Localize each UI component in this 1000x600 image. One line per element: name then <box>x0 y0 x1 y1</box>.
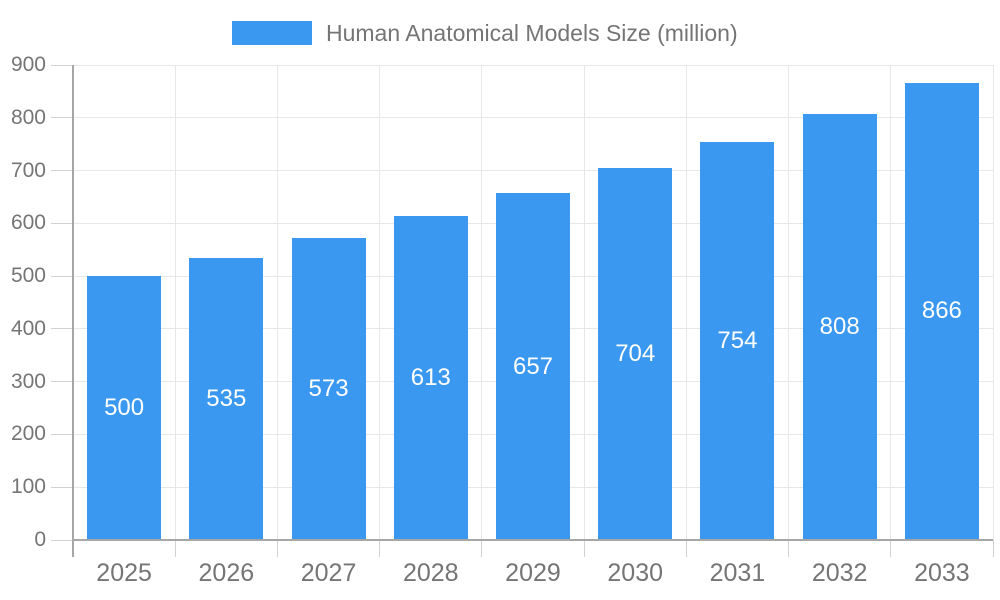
y-tick-400 <box>51 328 73 330</box>
bar-2025[interactable] <box>87 276 162 540</box>
x-tick-6 <box>685 540 687 557</box>
x-axis-label-2028: 2028 <box>402 559 459 587</box>
bar-value-label-2030: 704 <box>615 340 656 368</box>
x-axis-label-2026: 2026 <box>198 559 255 587</box>
gridline-x-2 <box>276 65 278 540</box>
bar-2029[interactable] <box>496 193 570 540</box>
x-axis-label-2025: 2025 <box>96 559 152 587</box>
y-axis-label-0: 0 <box>34 528 46 551</box>
y-axis-label-400: 400 <box>10 316 46 340</box>
x-axis-label-2029: 2029 <box>505 559 561 587</box>
x-tick-2 <box>276 540 278 557</box>
bar-value-label-2033: 866 <box>921 297 962 325</box>
bar-value-label-2027: 573 <box>308 374 349 402</box>
y-tick-100 <box>51 486 73 488</box>
y-tick-800 <box>51 117 73 119</box>
bar-value-label-2032: 808 <box>819 312 860 340</box>
y-axis-label-500: 500 <box>10 264 46 288</box>
x-tick-8 <box>890 540 892 557</box>
x-axis-label-2030: 2030 <box>607 559 664 587</box>
gridline-x-4 <box>481 65 483 540</box>
y-tick-500 <box>51 275 73 277</box>
gridline-x-8 <box>890 65 892 540</box>
y-tick-600 <box>51 222 73 224</box>
y-axis-label-600: 600 <box>10 211 46 235</box>
gridline-x-1 <box>174 65 176 540</box>
gridline-y-800 <box>73 117 993 119</box>
bar-value-label-2025: 500 <box>104 394 145 422</box>
y-axis-label-900: 900 <box>10 53 46 76</box>
gridline-y-900 <box>73 64 993 66</box>
y-tick-700 <box>51 170 73 172</box>
x-axis-label-2033: 2033 <box>914 559 970 587</box>
bar-value-label-2028: 613 <box>410 364 451 392</box>
bar-2030[interactable] <box>598 168 673 540</box>
bar-value-label-2031: 754 <box>717 327 758 355</box>
y-axis-label-200: 200 <box>10 422 46 446</box>
bar-2026[interactable] <box>189 257 264 540</box>
legend-label: Human Anatomical Models Size (million) <box>326 20 738 46</box>
y-tick-900 <box>51 64 73 66</box>
y-axis-label-100: 100 <box>10 475 46 499</box>
bar-2031[interactable] <box>700 142 775 540</box>
gridline-y-700 <box>73 170 993 172</box>
gridline-x-9 <box>992 65 994 540</box>
x-tick-1 <box>174 540 176 557</box>
bar-2028[interactable] <box>393 216 468 540</box>
x-tick-7 <box>788 540 790 557</box>
x-axis-label-2031: 2031 <box>709 559 766 587</box>
gridline-x-5 <box>583 65 585 540</box>
legend[interactable]: Human Anatomical Models Size (million) <box>232 20 738 46</box>
x-tick-5 <box>583 540 585 557</box>
bar-2027[interactable] <box>291 237 366 540</box>
bar-value-label-2029: 657 <box>512 352 554 380</box>
bar-value-label-2026: 535 <box>206 384 247 412</box>
legend-swatch-icon[interactable] <box>232 21 312 45</box>
y-axis-label-700: 700 <box>10 158 46 182</box>
x-tick-4 <box>481 540 483 557</box>
y-axis-label-300: 300 <box>10 369 46 393</box>
x-tick-9 <box>992 540 994 557</box>
x-axis-label-2027: 2027 <box>300 559 357 587</box>
y-tick-200 <box>51 433 73 435</box>
bar-2032[interactable] <box>802 113 877 540</box>
gridline-x-7 <box>788 65 790 540</box>
y-tick-0 <box>51 539 73 541</box>
bar-2033[interactable] <box>904 82 979 540</box>
x-tick-3 <box>379 540 381 557</box>
y-axis-label-800: 800 <box>10 105 46 129</box>
gridline-x-3 <box>379 65 381 540</box>
x-axis-label-2032: 2032 <box>811 559 868 587</box>
x-axis-line <box>73 539 993 541</box>
gridline-x-6 <box>685 65 687 540</box>
y-axis-line <box>72 65 74 557</box>
y-tick-300 <box>51 381 73 383</box>
